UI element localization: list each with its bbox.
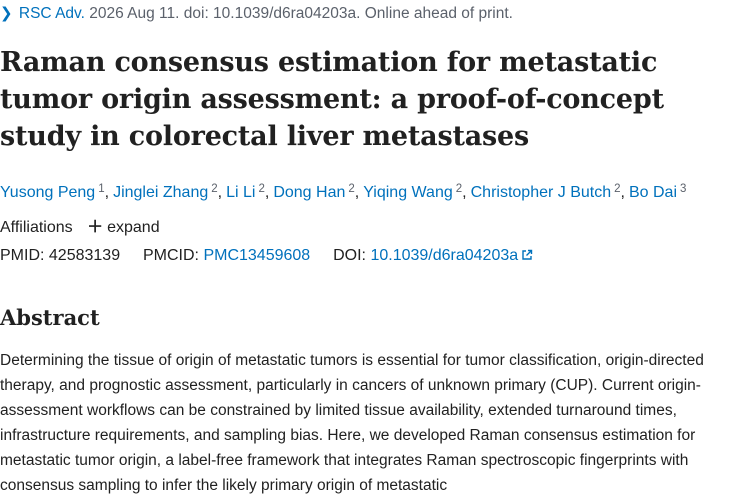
pmcid-link[interactable]: PMC13459608 bbox=[203, 247, 311, 264]
abstract-heading: Abstract bbox=[0, 305, 100, 330]
author-separator: , bbox=[217, 184, 223, 201]
author-separator: , bbox=[462, 184, 467, 201]
author-affiliation-number[interactable]: 2 bbox=[614, 183, 621, 195]
author-link[interactable]: Li Li bbox=[226, 184, 256, 201]
doi-label: DOI: bbox=[333, 247, 366, 264]
chevron-right-icon: ❯ bbox=[0, 5, 13, 22]
pmcid-label: PMCID: bbox=[143, 247, 199, 264]
author-separator: , bbox=[620, 184, 625, 201]
plus-icon[interactable]: ＋ bbox=[87, 219, 104, 236]
doi-link[interactable]: 10.1039/d6ra04203a bbox=[370, 247, 533, 264]
author-separator: , bbox=[354, 184, 360, 201]
expand-affiliations-button[interactable]: expand bbox=[107, 219, 160, 236]
doi-value: 10.1039/d6ra04203a bbox=[370, 247, 519, 264]
author-link[interactable]: Bo Dai bbox=[628, 184, 678, 201]
citation-details: 2026 Aug 11. doi: 10.1039/d6ra04203a. On… bbox=[84, 5, 513, 22]
identifiers-row: PMID: 42583139 PMCID: PMC13459608 DOI: 1… bbox=[0, 245, 533, 267]
author-affiliation-number[interactable]: 1 bbox=[98, 183, 105, 195]
author-list: Yusong Peng 1, Jinglei Zhang 2, Li Li 2, Dong … bbox=[0, 178, 686, 204]
author-affiliation-number[interactable]: 2 bbox=[211, 183, 218, 195]
author-link[interactable]: Jinglei Zhang bbox=[113, 184, 209, 201]
citation-line: ❯ RSC Adv. 2026 Aug 11. doi: 10.1039/d6r… bbox=[0, 4, 513, 24]
affiliations-row: Affiliations ＋ expand bbox=[0, 217, 160, 239]
author-affiliation-number[interactable]: 2 bbox=[348, 183, 355, 195]
author-link[interactable]: Dong Han bbox=[273, 184, 346, 201]
abstract-text: Determining the tissue of origin of meta… bbox=[0, 352, 704, 494]
pmid-label: PMID: bbox=[0, 247, 45, 264]
journal-link[interactable]: RSC Adv. bbox=[18, 5, 85, 22]
author-affiliation-number[interactable]: 2 bbox=[455, 183, 463, 195]
author-link[interactable]: Yiqing Wang bbox=[363, 184, 453, 201]
author-separator: , bbox=[104, 184, 110, 201]
author-link[interactable]: Christopher J Butch bbox=[470, 184, 612, 201]
author-affiliation-number[interactable]: 3 bbox=[680, 183, 687, 195]
article-title: Raman consensus estimation for metastati… bbox=[0, 47, 664, 152]
pmid-value: 42583139 bbox=[48, 247, 121, 264]
author-affiliation-number[interactable]: 2 bbox=[258, 183, 265, 195]
author-link[interactable]: Yusong Peng bbox=[0, 184, 96, 201]
external-link-icon bbox=[522, 249, 533, 260]
affiliations-label: Affiliations bbox=[0, 219, 73, 236]
author-separator: , bbox=[264, 184, 270, 201]
